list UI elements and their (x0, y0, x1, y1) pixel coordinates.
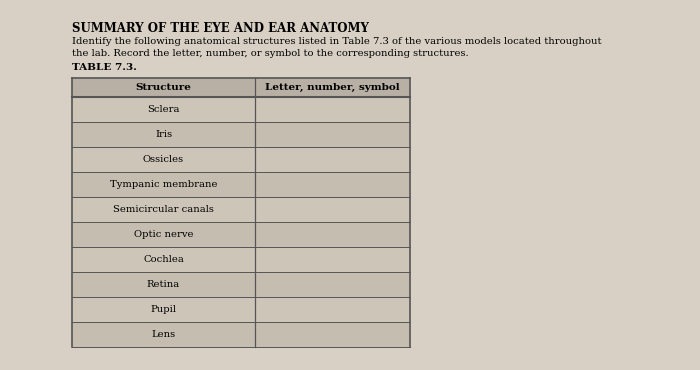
Bar (72, 222, 410, 247)
Text: Pupil: Pupil (150, 305, 176, 314)
Text: Cochlea: Cochlea (143, 255, 184, 264)
Bar (72, 197, 410, 222)
Text: Tympanic membrane: Tympanic membrane (110, 180, 217, 189)
Bar (72, 297, 410, 322)
Text: Iris: Iris (155, 130, 172, 139)
Bar (72, 172, 410, 197)
Text: Ossicles: Ossicles (143, 155, 184, 164)
Bar (72, 272, 410, 297)
Bar (72, 122, 410, 147)
Bar (72, 147, 410, 172)
Text: Sclera: Sclera (147, 105, 180, 114)
Text: the lab. Record the letter, number, or symbol to the corresponding structures.: the lab. Record the letter, number, or s… (72, 49, 468, 58)
Bar (72, 247, 410, 272)
Text: Structure: Structure (136, 83, 191, 92)
Text: Identify the following anatomical structures listed in Table 7.3 of the various : Identify the following anatomical struct… (72, 37, 601, 46)
Bar (72, 78, 410, 97)
Bar (72, 97, 410, 122)
Text: Letter, number, symbol: Letter, number, symbol (265, 83, 400, 92)
Text: Retina: Retina (147, 280, 180, 289)
Text: Optic nerve: Optic nerve (134, 230, 193, 239)
Text: SUMMARY OF THE EYE AND EAR ANATOMY: SUMMARY OF THE EYE AND EAR ANATOMY (72, 22, 369, 35)
Text: Lens: Lens (151, 330, 176, 339)
Text: TABLE 7.3.: TABLE 7.3. (72, 63, 137, 72)
Bar (72, 322, 410, 347)
Text: Semicircular canals: Semicircular canals (113, 205, 214, 214)
